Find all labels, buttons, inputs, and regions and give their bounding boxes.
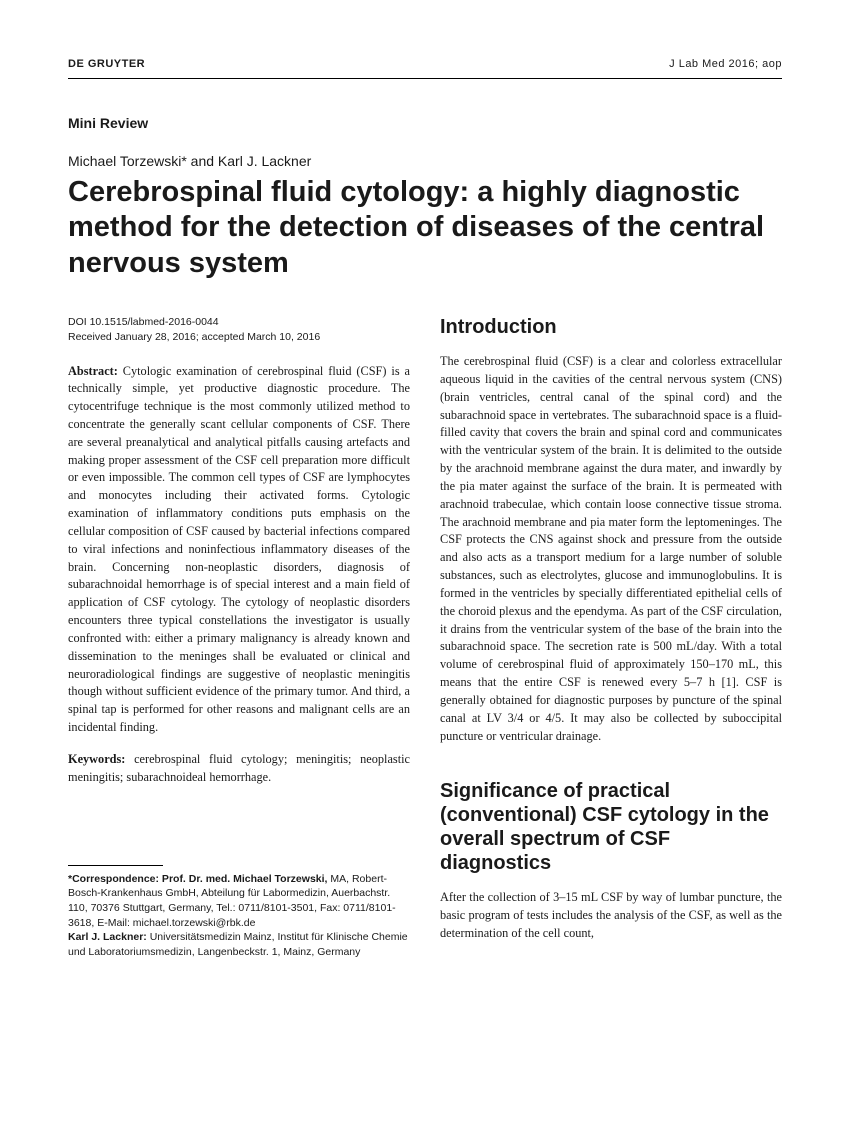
doi-line: DOI 10.1515/labmed-2016-0044 [68, 315, 410, 330]
significance-heading: Significance of practical (conventional)… [440, 779, 782, 875]
dates-line: Received January 28, 2016; accepted Marc… [68, 330, 410, 345]
abstract-paragraph: Abstract: Cytologic examination of cereb… [68, 363, 410, 737]
article-meta: DOI 10.1515/labmed-2016-0044 Received Ja… [68, 315, 410, 344]
keywords-paragraph: Keywords: cerebrospinal fluid cytology; … [68, 751, 410, 787]
introduction-body: The cerebrospinal fluid (CSF) is a clear… [440, 353, 782, 745]
article-title: Cerebrospinal fluid cytology: a highly d… [68, 175, 782, 281]
running-header: DE GRUYTER J Lab Med 2016; aop [68, 58, 782, 79]
journal-ref: J Lab Med 2016; aop [669, 58, 782, 70]
footnote-rule [68, 865, 163, 866]
keywords-label: Keywords: [68, 752, 125, 766]
left-column: DOI 10.1515/labmed-2016-0044 Received Ja… [68, 315, 410, 960]
significance-body: After the collection of 3–15 mL CSF by w… [440, 889, 782, 942]
author2-label: Karl J. Lackner: [68, 931, 147, 943]
publisher-name: DE GRUYTER [68, 58, 145, 70]
two-column-body: DOI 10.1515/labmed-2016-0044 Received Ja… [68, 315, 782, 960]
author-list: Michael Torzewski* and Karl J. Lackner [68, 153, 782, 169]
abstract-text: Cytologic examination of cerebrospinal f… [68, 364, 410, 735]
introduction-heading: Introduction [440, 315, 782, 339]
correspondence-footnote: *Correspondence: Prof. Dr. med. Michael … [68, 872, 410, 960]
abstract-label: Abstract: [68, 364, 118, 378]
article-type: Mini Review [68, 115, 782, 131]
correspondence-label: *Correspondence: Prof. Dr. med. Michael … [68, 873, 327, 885]
right-column: Introduction The cerebrospinal fluid (CS… [440, 315, 782, 960]
